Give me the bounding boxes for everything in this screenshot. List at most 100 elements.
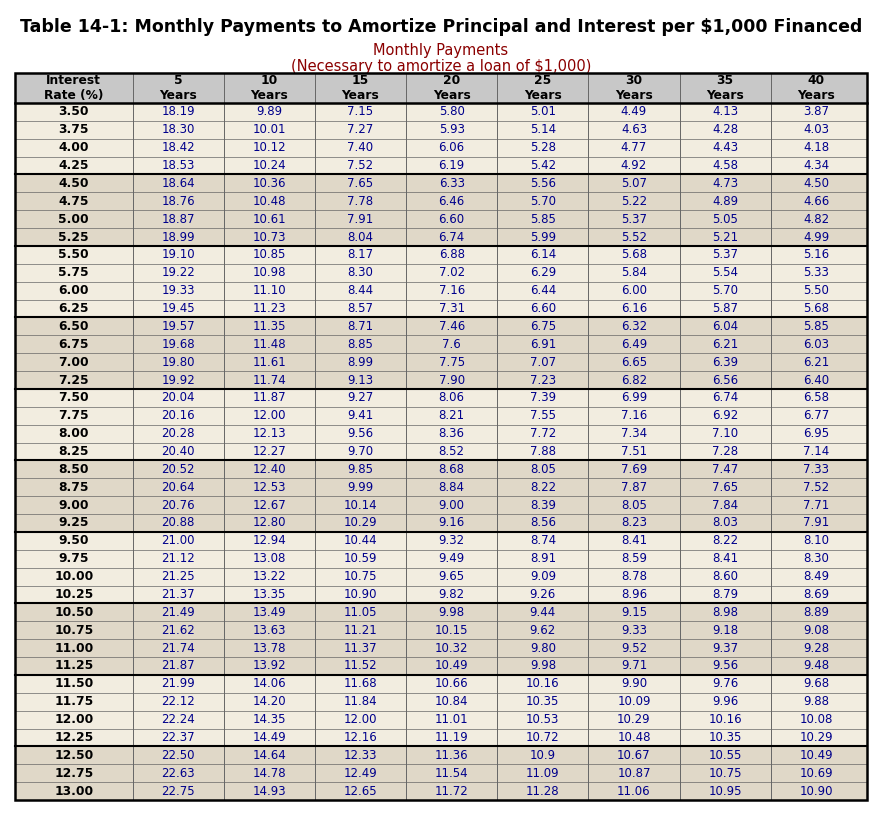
- Text: 4.99: 4.99: [804, 231, 829, 244]
- Text: 14.20: 14.20: [252, 695, 286, 708]
- Text: 12.65: 12.65: [344, 784, 377, 798]
- Text: 15
Years: 15 Years: [341, 74, 379, 102]
- Text: 12.00: 12.00: [252, 409, 286, 422]
- Text: 7.84: 7.84: [712, 499, 738, 511]
- Text: 4.58: 4.58: [712, 159, 738, 172]
- Text: 6.21: 6.21: [712, 338, 738, 351]
- Text: 11.52: 11.52: [344, 659, 377, 672]
- Text: 12.53: 12.53: [252, 481, 286, 494]
- Text: 11.72: 11.72: [435, 784, 468, 798]
- Text: 9.62: 9.62: [530, 623, 556, 636]
- Text: 8.06: 8.06: [438, 391, 465, 404]
- Text: 9.70: 9.70: [348, 445, 374, 458]
- Text: 8.68: 8.68: [438, 463, 465, 476]
- Text: 5.16: 5.16: [804, 249, 829, 262]
- Bar: [15, 246, 867, 264]
- Bar: [15, 693, 867, 711]
- Text: 8.69: 8.69: [804, 588, 829, 601]
- Text: 5.80: 5.80: [438, 106, 465, 119]
- Text: 18.87: 18.87: [161, 213, 195, 226]
- Text: 10.16: 10.16: [526, 677, 559, 690]
- Text: 13.78: 13.78: [252, 641, 286, 654]
- Text: 4.92: 4.92: [621, 159, 647, 172]
- Text: 18.76: 18.76: [161, 195, 195, 208]
- Text: 10.53: 10.53: [527, 713, 559, 726]
- Text: 10.59: 10.59: [344, 552, 377, 565]
- Text: 10.14: 10.14: [344, 499, 377, 511]
- Text: 6.29: 6.29: [530, 267, 556, 279]
- Bar: [15, 604, 867, 622]
- Text: 7.46: 7.46: [438, 320, 465, 333]
- Text: Interest
Rate (%): Interest Rate (%): [44, 74, 103, 102]
- Text: 8.71: 8.71: [348, 320, 374, 333]
- Text: 6.99: 6.99: [621, 391, 647, 404]
- Text: 6.33: 6.33: [438, 177, 465, 190]
- Text: 10.72: 10.72: [526, 731, 559, 744]
- Text: 8.00: 8.00: [58, 427, 89, 440]
- Text: 10.61: 10.61: [252, 213, 286, 226]
- Text: 6.77: 6.77: [804, 409, 829, 422]
- Text: 3.75: 3.75: [58, 124, 89, 137]
- Text: 4.77: 4.77: [621, 142, 647, 154]
- Text: 12.25: 12.25: [54, 731, 93, 744]
- Text: Table 14-1: Monthly Payments to Amortize Principal and Interest per $1,000 Finan: Table 14-1: Monthly Payments to Amortize…: [19, 18, 863, 36]
- Text: 12.80: 12.80: [252, 516, 286, 529]
- Text: 4.50: 4.50: [58, 177, 89, 190]
- Text: 5.85: 5.85: [530, 213, 556, 226]
- Text: 14.49: 14.49: [252, 731, 286, 744]
- Text: 19.57: 19.57: [161, 320, 195, 333]
- Text: 20.40: 20.40: [161, 445, 195, 458]
- Text: 10.48: 10.48: [252, 195, 286, 208]
- Text: 7.16: 7.16: [621, 409, 647, 422]
- Text: 9.41: 9.41: [348, 409, 374, 422]
- Text: 5.33: 5.33: [804, 267, 829, 279]
- Text: 6.06: 6.06: [438, 142, 465, 154]
- Text: 9.32: 9.32: [438, 534, 465, 547]
- Text: 9.71: 9.71: [621, 659, 647, 672]
- Text: 5.28: 5.28: [530, 142, 556, 154]
- Text: 11.36: 11.36: [435, 748, 468, 762]
- Text: 10.01: 10.01: [252, 124, 286, 137]
- Bar: [15, 103, 867, 121]
- Text: 9.65: 9.65: [438, 570, 465, 583]
- Bar: [15, 657, 867, 675]
- Text: 19.45: 19.45: [161, 302, 195, 315]
- Text: 12.67: 12.67: [252, 499, 286, 511]
- Text: 9.85: 9.85: [348, 463, 373, 476]
- Text: 5.01: 5.01: [530, 106, 556, 119]
- Text: 7.55: 7.55: [530, 409, 556, 422]
- Text: 20
Years: 20 Years: [433, 74, 470, 102]
- Text: 4.73: 4.73: [712, 177, 738, 190]
- Text: 5.22: 5.22: [621, 195, 647, 208]
- Text: 5.54: 5.54: [712, 267, 738, 279]
- Text: 4.66: 4.66: [804, 195, 829, 208]
- Text: 9.98: 9.98: [438, 606, 465, 619]
- Text: 9.44: 9.44: [530, 606, 556, 619]
- Text: 9.18: 9.18: [712, 623, 738, 636]
- Text: 11.68: 11.68: [344, 677, 377, 690]
- Text: 12.50: 12.50: [54, 748, 93, 762]
- Text: 18.99: 18.99: [161, 231, 195, 244]
- Text: 5.00: 5.00: [58, 213, 89, 226]
- Text: 6.25: 6.25: [58, 302, 89, 315]
- Text: 5.70: 5.70: [712, 284, 738, 297]
- Text: 9.88: 9.88: [804, 695, 829, 708]
- Text: 4.25: 4.25: [58, 159, 89, 172]
- Text: 20.64: 20.64: [161, 481, 195, 494]
- Text: 4.49: 4.49: [621, 106, 647, 119]
- Text: 9.68: 9.68: [804, 677, 829, 690]
- Text: 8.85: 8.85: [348, 338, 373, 351]
- Text: 10.44: 10.44: [344, 534, 377, 547]
- Text: 5.37: 5.37: [621, 213, 647, 226]
- Text: 7.47: 7.47: [712, 463, 738, 476]
- Text: 8.22: 8.22: [712, 534, 738, 547]
- Text: 19.80: 19.80: [161, 356, 195, 369]
- Text: 7.52: 7.52: [348, 159, 374, 172]
- Text: 4.82: 4.82: [804, 213, 829, 226]
- Text: 7.23: 7.23: [530, 374, 556, 387]
- Text: 19.22: 19.22: [161, 267, 195, 279]
- Bar: [15, 228, 867, 246]
- Text: 9.76: 9.76: [712, 677, 738, 690]
- Text: 8.96: 8.96: [621, 588, 647, 601]
- Bar: [15, 210, 867, 228]
